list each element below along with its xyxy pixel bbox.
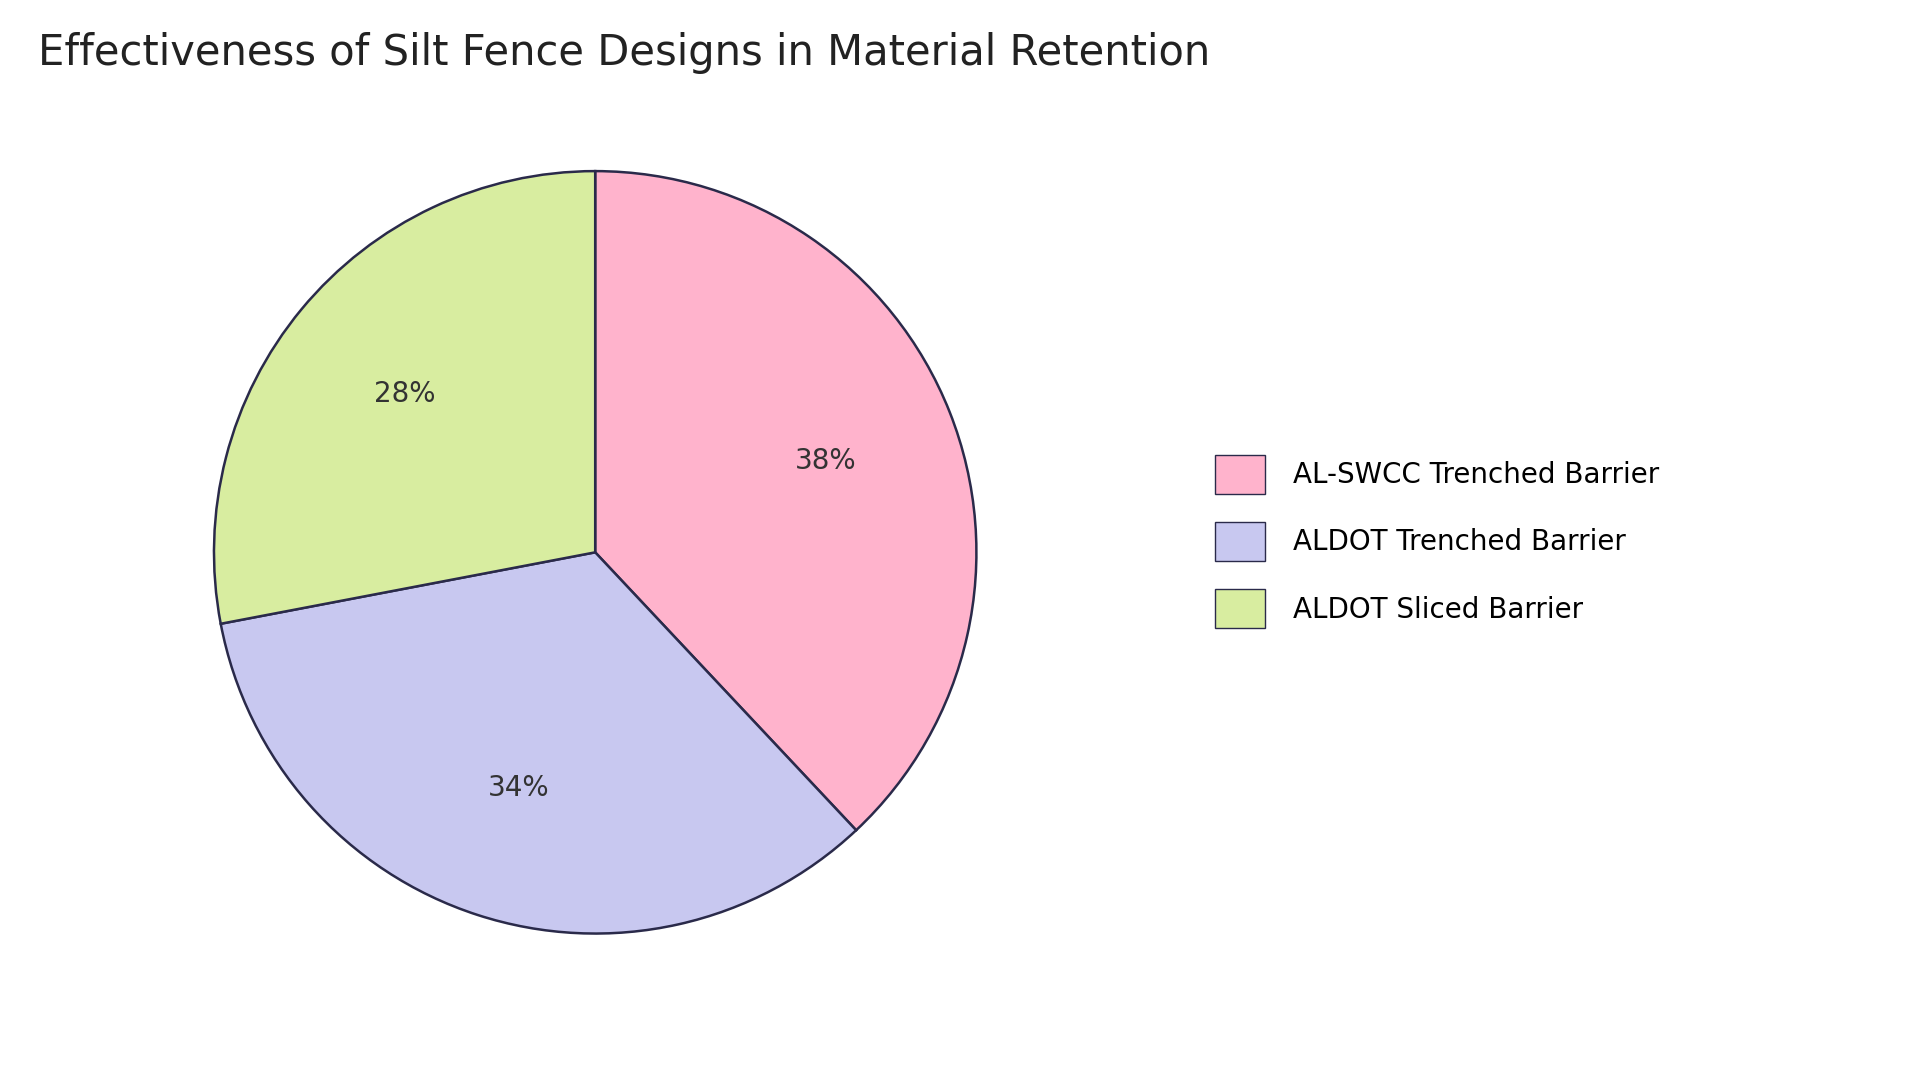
- Text: 38%: 38%: [795, 447, 856, 475]
- Wedge shape: [595, 171, 977, 831]
- Wedge shape: [221, 552, 856, 934]
- Legend: AL-SWCC Trenched Barrier, ALDOT Trenched Barrier, ALDOT Sliced Barrier: AL-SWCC Trenched Barrier, ALDOT Trenched…: [1204, 444, 1670, 639]
- Text: Effectiveness of Silt Fence Designs in Material Retention: Effectiveness of Silt Fence Designs in M…: [38, 32, 1212, 75]
- Text: 28%: 28%: [374, 380, 436, 408]
- Wedge shape: [213, 171, 595, 624]
- Text: 34%: 34%: [488, 774, 549, 803]
